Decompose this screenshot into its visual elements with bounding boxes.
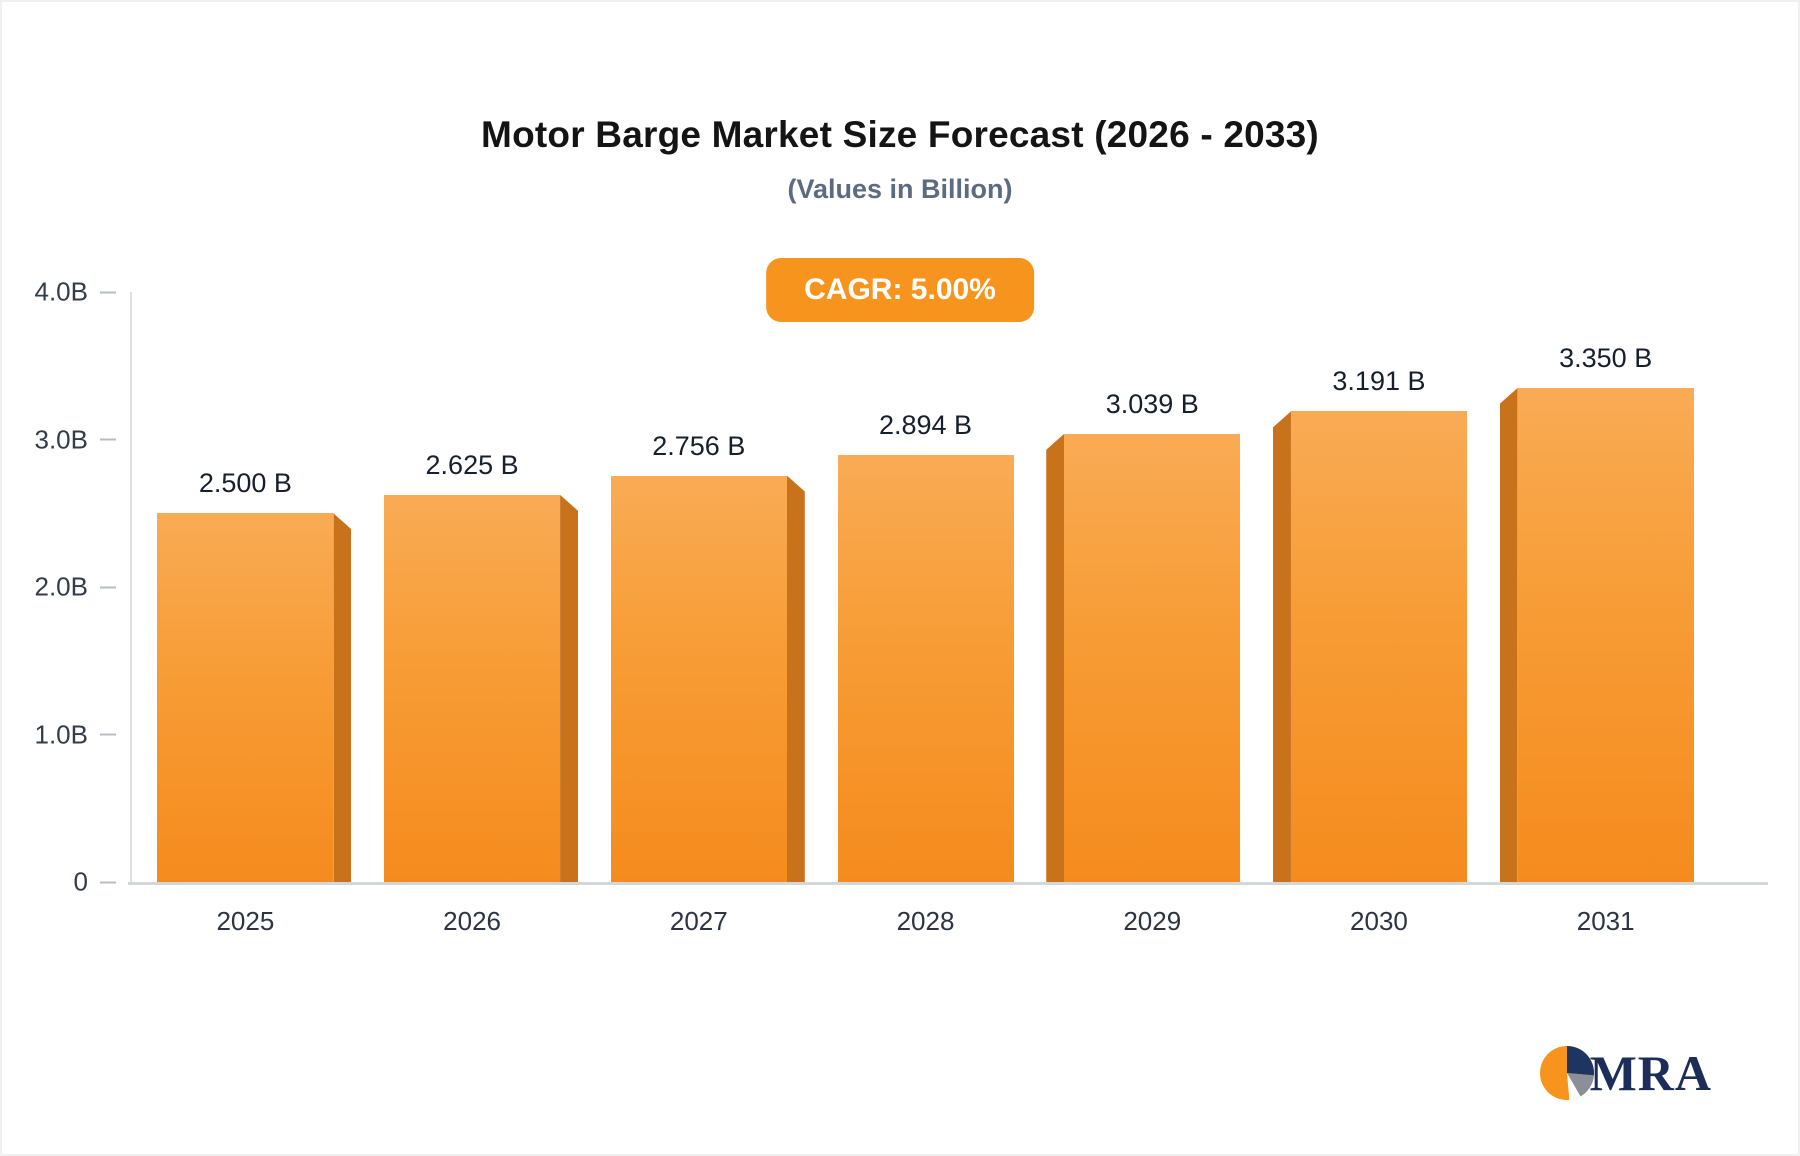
y-tick-label: 0 bbox=[73, 866, 88, 897]
y-tick: 3.0B bbox=[34, 424, 116, 455]
y-tick-mark bbox=[100, 881, 116, 883]
bar: 3.039 B 2029 bbox=[1064, 389, 1241, 936]
brand-logo-text: MRA bbox=[1589, 1045, 1712, 1101]
y-tick-mark bbox=[100, 586, 116, 588]
brand-logo: MRA bbox=[1539, 1044, 1712, 1102]
x-axis-label: 2030 bbox=[1350, 906, 1408, 936]
bars: 2.500 B 2025 2.625 B 2026 2.756 B 2027 2.894 B… bbox=[132, 292, 1719, 936]
bar-group: 2.894 B 2028 bbox=[812, 292, 1039, 936]
bar: 2.625 B 2026 bbox=[384, 450, 561, 936]
x-axis-line bbox=[128, 882, 1768, 885]
x-axis-label: 2026 bbox=[443, 906, 501, 936]
x-axis-label: 2027 bbox=[669, 906, 728, 936]
x-axis-label: 2025 bbox=[216, 906, 275, 936]
y-tick-mark bbox=[100, 733, 116, 736]
bar-value-label: 3.350 B bbox=[1559, 342, 1653, 373]
bar-value-label: 3.039 B bbox=[1105, 388, 1199, 419]
mra-pie-logo-icon bbox=[1539, 1046, 1594, 1100]
y-tick-label: 3.0B bbox=[34, 424, 89, 454]
bar-group: 3.191 B 2030 bbox=[1266, 292, 1493, 936]
y-tick-label: 1.0B bbox=[34, 719, 89, 749]
x-axis-label: 2031 bbox=[1576, 906, 1635, 936]
chart-subtitle: (Values in Billion) bbox=[787, 174, 1013, 204]
bar-value-label: 2.500 B bbox=[198, 468, 292, 499]
bar-group: 2.756 B 2027 bbox=[585, 292, 812, 936]
bar: 2.756 B 2027 bbox=[610, 431, 787, 936]
y-tick: 2.0B bbox=[34, 571, 116, 603]
bar-group: 3.350 B 2031 bbox=[1492, 292, 1719, 936]
y-tick: 1.0B bbox=[34, 719, 116, 750]
bar-value-label: 3.191 B bbox=[1332, 366, 1426, 397]
bar-value-label: 2.894 B bbox=[878, 410, 973, 441]
bar: 3.350 B 2031 bbox=[1517, 343, 1694, 936]
x-axis-label: 2029 bbox=[1123, 906, 1182, 936]
y-tick-label: 4.0B bbox=[34, 276, 89, 307]
plot-area: 4.0B 3.0B 2.0B 1.0B 0 2.500 B 2025 2.625 B 2026… bbox=[35, 277, 1768, 936]
y-tick-label: 2.0B bbox=[34, 571, 89, 602]
bar-group: 3.039 B 2029 bbox=[1039, 292, 1266, 936]
y-axis-line bbox=[130, 292, 132, 884]
bar-group: 2.500 B 2025 bbox=[132, 292, 359, 936]
bar: 3.191 B 2030 bbox=[1290, 366, 1467, 936]
y-tick: 4.0B bbox=[34, 276, 116, 308]
bar: 2.500 B 2025 bbox=[157, 468, 334, 936]
x-axis-label: 2028 bbox=[896, 906, 955, 936]
y-tick: 0 bbox=[74, 867, 116, 898]
y-tick-mark bbox=[100, 291, 116, 293]
y-tick-mark bbox=[100, 438, 116, 441]
cagr-badge: CAGR: 5.00% bbox=[766, 258, 1034, 322]
bar-value-label: 2.756 B bbox=[652, 430, 746, 461]
bar: 2.894 B 2028 bbox=[837, 410, 1014, 936]
bar-group: 2.625 B 2026 bbox=[359, 292, 586, 936]
bar-value-label: 2.625 B bbox=[425, 449, 519, 480]
chart-title: Motor Barge Market Size Forecast (2026 -… bbox=[481, 114, 1319, 155]
